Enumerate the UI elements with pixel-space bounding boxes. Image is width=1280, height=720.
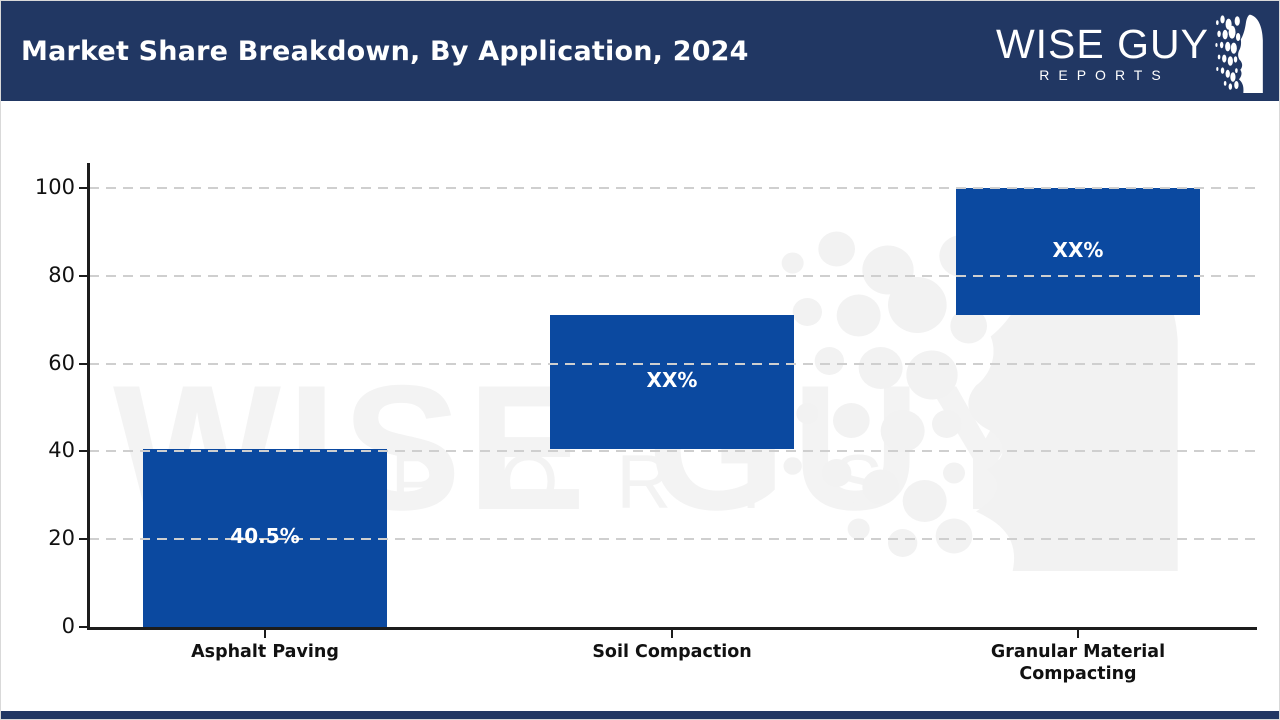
bar-label-1: 40.5%	[230, 524, 300, 549]
y-tick-80	[79, 274, 88, 277]
y-axis-line	[87, 163, 90, 629]
y-tick-0	[79, 626, 88, 628]
x-category-label-1: Asphalt Paving	[191, 642, 339, 662]
x-tick-2	[671, 629, 673, 638]
bar-3	[956, 188, 1200, 316]
y-tick-label-40: 40	[48, 438, 75, 463]
y-tick-label-80: 80	[48, 262, 75, 287]
bar-1	[143, 449, 387, 627]
x-tick-3	[1077, 629, 1079, 638]
gridline-y80	[89, 274, 1256, 277]
x-axis-line	[87, 627, 1257, 630]
chart-title: Market Share Breakdown, By Application, …	[21, 35, 749, 67]
y-tick-label-0: 0	[61, 614, 75, 638]
y-tick-label-60: 60	[48, 350, 75, 375]
bar-label-3: XX%	[1052, 237, 1104, 262]
x-tick-1	[264, 629, 266, 638]
logo-subtext: REPORTS	[1039, 67, 1170, 84]
gridline-y60	[89, 362, 1256, 365]
plot-area: WISE GUY REPORTS 0 20 40 60 80 100 40.5% Asphal…	[1, 101, 1279, 713]
y-tick-40	[79, 450, 88, 453]
logo-text: WISE GUY REPORTS	[995, 20, 1209, 84]
x-category-label-3: Granular Material Compacting	[990, 642, 1166, 684]
bar-2	[550, 315, 794, 450]
wise-guy-reports-logo: WISE GUY REPORTS	[996, 11, 1265, 95]
y-tick-20	[79, 538, 88, 541]
header-band: Market Share Breakdown, By Application, …	[1, 1, 1279, 101]
gridline-y40	[89, 450, 1256, 453]
y-tick-100	[79, 187, 88, 189]
logo-wordmark: WISE GUY	[995, 20, 1209, 67]
gridline-y100	[89, 187, 1256, 189]
gridline-y20	[89, 538, 1256, 541]
y-tick-label-20: 20	[48, 526, 75, 551]
bar-label-2: XX%	[646, 368, 698, 393]
y-tick-label-100: 100	[34, 175, 75, 199]
logo-face-icon	[1215, 14, 1263, 93]
footer-band	[1, 711, 1279, 719]
x-category-label-2: Soil Compaction	[592, 642, 752, 662]
y-tick-60	[79, 362, 88, 365]
